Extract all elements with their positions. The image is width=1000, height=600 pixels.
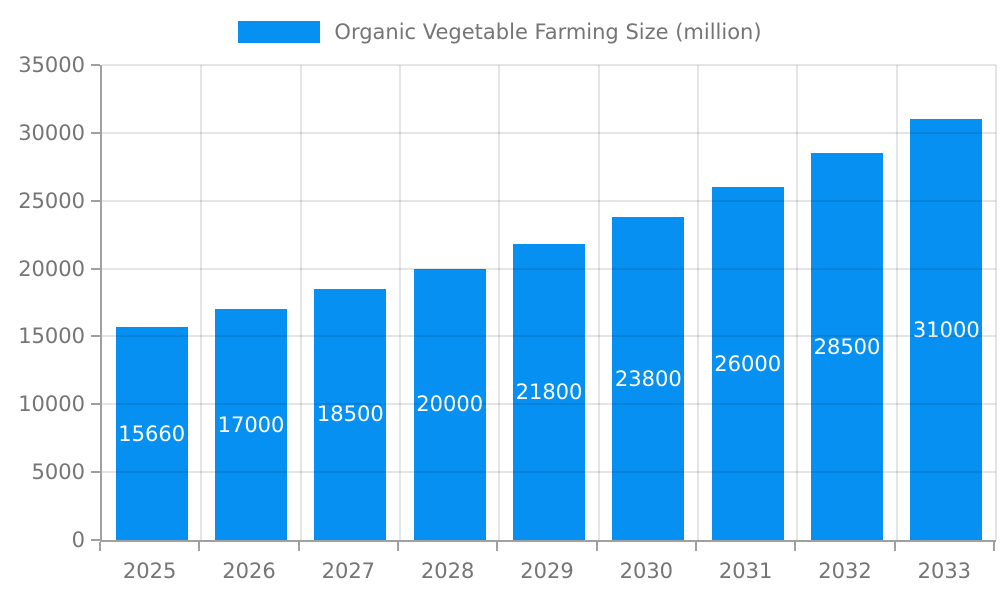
x-tick-mark xyxy=(99,542,101,551)
bar-value-label: 20000 xyxy=(416,392,484,417)
bar-value-label: 17000 xyxy=(217,412,285,437)
x-gridline xyxy=(796,65,799,540)
x-tick-label: 2033 xyxy=(917,559,972,583)
y-tick-mark xyxy=(91,131,100,134)
y-tick-mark xyxy=(91,403,100,406)
bar-2028: 20000 xyxy=(413,268,486,540)
bar-2033: 31000 xyxy=(910,119,983,540)
legend: Organic Vegetable Farming Size (million) xyxy=(0,20,1000,44)
x-tick-mark xyxy=(595,542,598,551)
bar-value-label: 21800 xyxy=(515,380,583,405)
y-tick-mark xyxy=(91,199,100,202)
x-tick-label: 2032 xyxy=(818,559,872,583)
x-tick-mark xyxy=(695,542,697,551)
bar-value-label: 15660 xyxy=(118,421,186,446)
x-tick-mark xyxy=(198,542,201,551)
x-tick-mark xyxy=(993,542,995,551)
x-tick-label: 2027 xyxy=(321,559,376,583)
bar-2032: 28500 xyxy=(811,153,883,540)
x-tick-label: 2031 xyxy=(718,559,773,583)
y-tick-mark xyxy=(91,64,100,66)
y-tick-label: 20000 xyxy=(18,256,85,281)
x-gridline xyxy=(697,65,699,540)
x-gridline xyxy=(498,65,501,540)
bar-2031: 26000 xyxy=(711,187,784,540)
x-tick-mark xyxy=(794,542,797,551)
x-tick-label: 2025 xyxy=(122,559,177,583)
y-tick-label: 25000 xyxy=(18,188,85,213)
bar-2025: 15660 xyxy=(115,327,188,540)
x-tick-label: 2029 xyxy=(520,559,574,583)
x-gridline xyxy=(399,65,401,540)
x-gridline xyxy=(895,65,898,540)
x-gridline xyxy=(995,65,997,540)
y-tick-mark xyxy=(91,471,100,474)
bar-value-label: 31000 xyxy=(912,317,980,342)
y-tick-mark xyxy=(91,267,100,270)
bar-value-label: 23800 xyxy=(614,366,682,391)
y-tick-label: 15000 xyxy=(18,324,85,349)
legend-item[interactable]: Organic Vegetable Farming Size (million) xyxy=(238,20,762,44)
x-tick-label: 2026 xyxy=(222,559,276,583)
bar-2029: 21800 xyxy=(513,244,585,540)
x-gridline xyxy=(299,65,302,540)
x-tick-mark xyxy=(297,542,300,551)
bar-2030: 23800 xyxy=(612,217,685,540)
y-tick-label: 5000 xyxy=(31,460,85,485)
bar-value-label: 28500 xyxy=(813,334,881,359)
bar-value-label: 18500 xyxy=(316,402,384,427)
x-tick-mark xyxy=(893,542,896,551)
x-tick-mark xyxy=(397,542,399,551)
y-tick-mark xyxy=(91,539,100,541)
y-tick-label: 10000 xyxy=(18,392,85,417)
y-gridline xyxy=(102,131,996,134)
y-tick-label: 35000 xyxy=(18,53,85,77)
legend-swatch xyxy=(238,21,321,43)
x-tick-label: 2028 xyxy=(420,559,475,583)
bar-value-label: 26000 xyxy=(714,351,782,376)
x-gridline xyxy=(200,65,203,540)
y-gridline xyxy=(102,64,996,66)
plot-area: 15660 17000 18500 20000 21800 23800 26000 28500… xyxy=(100,64,997,542)
y-tick-label: 0 xyxy=(71,528,85,552)
y-tick-mark xyxy=(91,335,100,338)
x-tick-label: 2030 xyxy=(619,559,674,583)
x-tick-mark xyxy=(496,542,499,551)
bar-2027: 18500 xyxy=(314,288,387,540)
bar-2026: 17000 xyxy=(215,309,287,540)
y-tick-label: 30000 xyxy=(18,120,85,145)
legend-label: Organic Vegetable Farming Size (million) xyxy=(334,20,762,44)
x-gridline xyxy=(597,65,600,540)
